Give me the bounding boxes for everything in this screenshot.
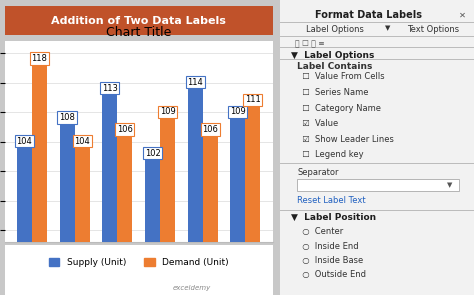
Text: ☐  Value From Cells: ☐ Value From Cells xyxy=(297,72,385,81)
Text: ○  Inside Base: ○ Inside Base xyxy=(297,256,364,265)
Text: 113: 113 xyxy=(102,83,118,93)
Bar xyxy=(17,148,32,295)
Text: ☐  Category Name: ☐ Category Name xyxy=(297,104,382,113)
Text: ☐  Series Name: ☐ Series Name xyxy=(297,88,369,97)
Text: Label Options: Label Options xyxy=(306,25,364,34)
Text: ☑  Show Leader Lines: ☑ Show Leader Lines xyxy=(297,135,394,144)
Text: ✕: ✕ xyxy=(459,10,466,19)
Text: Label Contains: Label Contains xyxy=(297,62,373,71)
Text: 106: 106 xyxy=(202,125,218,134)
Text: ▼  Label Position: ▼ Label Position xyxy=(292,213,376,222)
FancyBboxPatch shape xyxy=(297,179,459,191)
Bar xyxy=(188,88,203,295)
Bar xyxy=(117,136,132,295)
Text: Format Data Labels: Format Data Labels xyxy=(315,10,422,20)
Bar xyxy=(102,94,117,295)
Text: Addition of Two Data Labels: Addition of Two Data Labels xyxy=(51,16,226,26)
Text: ▼: ▼ xyxy=(447,182,453,188)
Text: 118: 118 xyxy=(31,54,47,63)
Text: ▼  Label Options: ▼ Label Options xyxy=(292,51,375,60)
Text: exceldemy: exceldemy xyxy=(173,285,211,291)
Text: ▼: ▼ xyxy=(385,25,391,31)
Bar xyxy=(32,65,47,295)
Text: Separator: Separator xyxy=(297,168,339,177)
Bar xyxy=(145,159,160,295)
Text: 109: 109 xyxy=(160,107,175,116)
Title: Chart Title: Chart Title xyxy=(106,26,171,39)
Text: 104: 104 xyxy=(74,137,90,146)
Text: 108: 108 xyxy=(59,113,75,122)
Text: ○  Outside End: ○ Outside End xyxy=(297,270,366,279)
Text: Reset Label Text: Reset Label Text xyxy=(297,196,366,205)
Text: ☐  Legend key: ☐ Legend key xyxy=(297,150,364,160)
Bar xyxy=(246,106,260,295)
Bar xyxy=(203,136,218,295)
Text: 🔵 ☐ 📊 ≡: 🔵 ☐ 📊 ≡ xyxy=(295,39,325,48)
Bar xyxy=(74,148,90,295)
Bar xyxy=(60,124,74,295)
Text: ☑  Value: ☑ Value xyxy=(297,119,338,128)
Legend: Supply (Unit), Demand (Unit): Supply (Unit), Demand (Unit) xyxy=(45,254,232,271)
Text: 114: 114 xyxy=(187,78,203,87)
Text: Text Options: Text Options xyxy=(407,25,459,34)
Text: ○  Inside End: ○ Inside End xyxy=(297,242,359,251)
Text: 104: 104 xyxy=(17,137,32,146)
Text: 106: 106 xyxy=(117,125,133,134)
Bar xyxy=(160,118,175,295)
Text: 102: 102 xyxy=(145,148,160,158)
Text: 111: 111 xyxy=(245,95,261,104)
Text: 109: 109 xyxy=(230,107,246,116)
Bar xyxy=(230,118,246,295)
Text: ○  Center: ○ Center xyxy=(297,227,344,237)
